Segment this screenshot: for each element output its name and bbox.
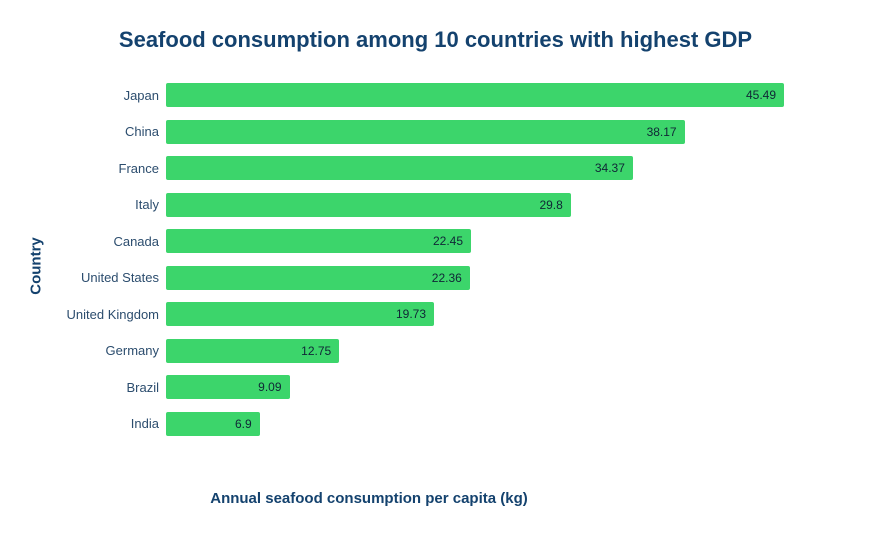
category-label-germany: Germany xyxy=(105,343,159,358)
bar-track: 29.8 xyxy=(166,192,571,217)
category-label-india: India xyxy=(130,416,159,431)
category-label-united-states: United States xyxy=(80,270,159,285)
bar-row: Japan 45.49 xyxy=(0,83,784,107)
bar-track: 34.37 xyxy=(166,156,633,180)
value-label: 19.73 xyxy=(395,307,426,321)
bar-row: Canada 22.45 xyxy=(0,229,784,253)
bar-canada: 22.45 xyxy=(166,229,471,253)
bar-row: United Kingdom 19.73 xyxy=(0,302,784,326)
plot-area: Japan 45.49 China 38.17 France 34.37 Italy 29.8… xyxy=(0,83,784,448)
category-label-japan: Japan xyxy=(123,87,159,103)
category-label-france: France xyxy=(118,160,159,176)
value-label: 22.45 xyxy=(432,234,463,248)
bar-track: 38.17 xyxy=(166,119,685,144)
bar-row: Italy 29.8 xyxy=(0,192,784,217)
x-axis-label: Annual seafood consumption per capita (k… xyxy=(210,490,528,507)
bar-track: 22.36 xyxy=(166,265,470,290)
value-label: 29.8 xyxy=(539,197,563,212)
chart-title: Seafood consumption among 10 countries w… xyxy=(118,27,753,52)
bar-row: United States 22.36 xyxy=(0,265,784,290)
value-label: 6.9 xyxy=(235,416,252,431)
bar-row: Brazil 9.09 xyxy=(0,375,784,399)
value-label: 12.75 xyxy=(301,343,332,358)
bar-track: 45.49 xyxy=(166,83,784,107)
bar-track: 19.73 xyxy=(166,302,434,326)
category-label-italy: Italy xyxy=(135,197,159,212)
bar-row: China 38.17 xyxy=(0,119,784,144)
category-label-china: China xyxy=(125,124,159,139)
bar-united-kingdom: 19.73 xyxy=(166,302,434,326)
bar-track: 22.45 xyxy=(166,229,471,253)
bar-france: 34.37 xyxy=(166,156,633,180)
category-label-brazil: Brazil xyxy=(126,379,159,395)
category-label-canada: Canada xyxy=(113,233,159,249)
category-label-united-kingdom: United Kingdom xyxy=(66,306,160,322)
value-label: 34.37 xyxy=(594,161,625,175)
bar-united-states: 22.36 xyxy=(166,265,470,290)
bar-india: 6.9 xyxy=(166,411,260,436)
bar-italy: 29.8 xyxy=(166,192,571,217)
value-label: 22.36 xyxy=(431,270,462,285)
bar-row: Germany 12.75 xyxy=(0,338,784,363)
bar-japan: 45.49 xyxy=(166,83,784,107)
value-label: 38.17 xyxy=(646,124,677,139)
bar-row: India 6.9 xyxy=(0,411,784,436)
bar-germany: 12.75 xyxy=(166,338,340,363)
value-label: 9.09 xyxy=(258,380,282,394)
bar-track: 9.09 xyxy=(166,375,290,399)
bar-brazil: 9.09 xyxy=(166,375,290,399)
bar-track: 6.9 xyxy=(166,411,260,436)
bar-china: 38.17 xyxy=(166,119,685,144)
bar-row: France 34.37 xyxy=(0,156,784,180)
bar-track: 12.75 xyxy=(166,338,340,363)
value-label: 45.49 xyxy=(745,88,776,102)
